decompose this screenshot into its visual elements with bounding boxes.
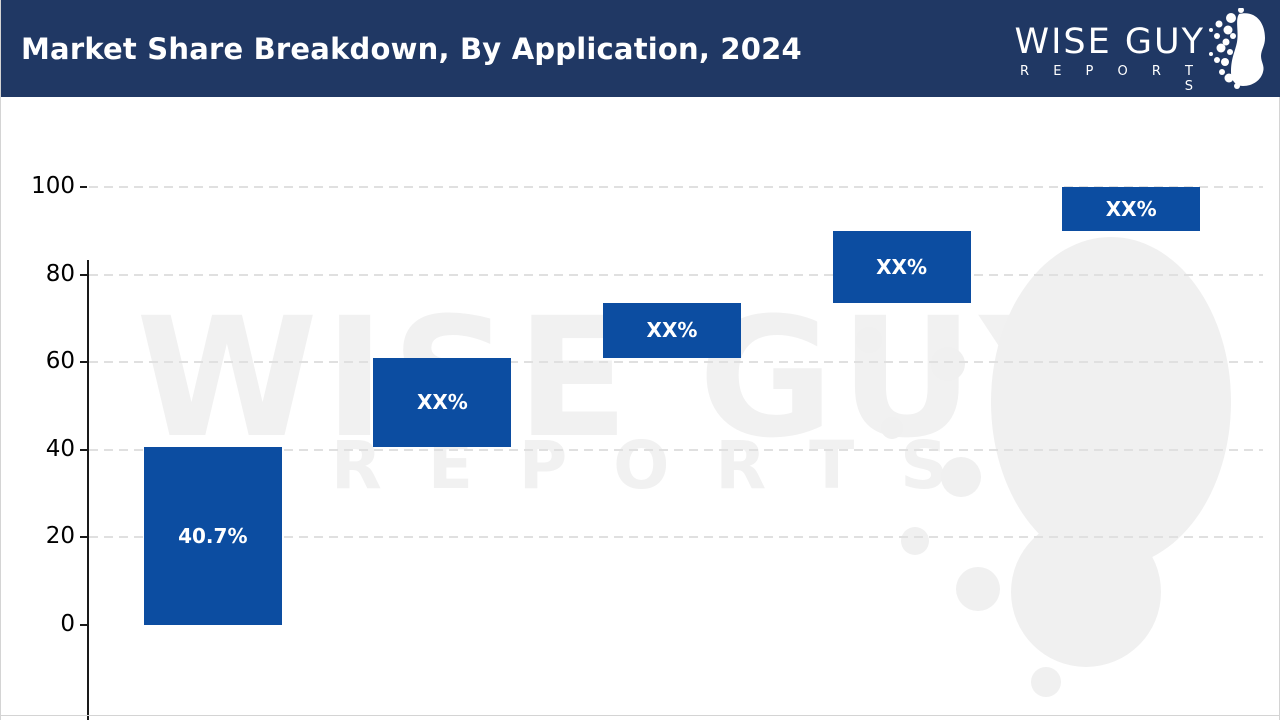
bar-food-and-beverage: XX% xyxy=(832,230,971,304)
gridline-y-80 xyxy=(89,273,1263,276)
y-tick-mark-0 xyxy=(80,624,87,626)
y-tick-label-60: 60 xyxy=(45,348,75,375)
y-tick-label-80: 80 xyxy=(45,260,75,287)
wise-guy-logo: WISE GUY R E P O R T S xyxy=(1007,6,1267,94)
bar-cosmetics: XX% xyxy=(373,357,512,447)
header-bar: Market Share Breakdown, By Application, … xyxy=(1,0,1280,97)
gridline-y-20 xyxy=(89,536,1263,539)
logo-text: WISE GUY R E P O R T S xyxy=(1007,22,1205,94)
bar-value-label: XX% xyxy=(416,390,468,415)
bar-value-label: XX% xyxy=(646,318,698,343)
y-tick-label-20: 20 xyxy=(45,523,75,550)
bottom-border xyxy=(1,715,1280,716)
gridline-y-100 xyxy=(89,186,1263,188)
gridline-y-40 xyxy=(89,448,1263,451)
y-axis-line xyxy=(87,260,89,720)
logo-wordmark: WISE GUY xyxy=(1014,22,1205,62)
bar-value-label: 40.7% xyxy=(178,523,248,548)
logo-subtitle: R E P O R T S xyxy=(1020,64,1203,94)
y-tick-mark-20 xyxy=(80,536,87,539)
y-tick-mark-100 xyxy=(80,186,87,188)
y-tick-label-40: 40 xyxy=(45,435,75,462)
gridline-y-60 xyxy=(89,361,1263,364)
y-tick-label-0: 0 xyxy=(60,611,75,637)
bar-value-label: XX% xyxy=(876,254,928,279)
y-tick-label-100: 100 xyxy=(31,173,75,199)
bar-household-products: XX% xyxy=(1062,187,1201,231)
y-tick-mark-80 xyxy=(80,273,87,276)
bar-value-label: XX% xyxy=(1105,196,1157,221)
bar-aromatherapy: 40.7% xyxy=(143,446,282,625)
y-tick-mark-60 xyxy=(80,361,87,364)
logo-head-icon xyxy=(1209,8,1265,89)
page-title: Market Share Breakdown, By Application, … xyxy=(21,31,802,66)
bar-healthcare: XX% xyxy=(603,303,741,358)
y-tick-mark-40 xyxy=(80,448,87,451)
